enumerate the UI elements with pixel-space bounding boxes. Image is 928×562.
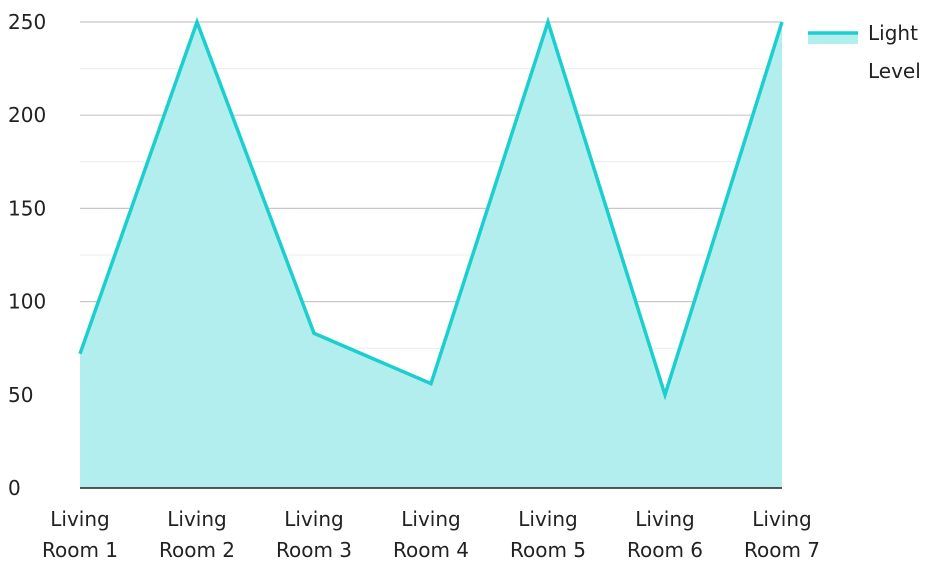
x-tick-label-line: Room 5 [510, 538, 586, 562]
x-tick-label: Living Room 1 [42, 507, 118, 562]
x-tick-label-line: Living [167, 507, 226, 531]
x-tick-label: Living Room 3 [276, 507, 352, 562]
x-tick-label-line: Room 7 [744, 538, 820, 562]
x-tick-label: Living Room 2 [159, 507, 235, 562]
y-tick-label: 200 [8, 103, 46, 127]
y-axis-tick-labels: 0 50 100 150 200 250 [8, 10, 46, 500]
x-tick-label: Living Room 6 [627, 507, 703, 562]
x-tick-label-line: Room 4 [393, 538, 469, 562]
x-tick-label-line: Room 2 [159, 538, 235, 562]
x-tick-label: Living Room 7 [744, 507, 820, 562]
legend-label: Light Level [868, 21, 924, 83]
x-tick-label-line: Living [284, 507, 343, 531]
series-area-fill [80, 22, 782, 488]
y-tick-label: 0 [8, 476, 21, 500]
x-tick-label-line: Room 1 [42, 538, 118, 562]
legend-label-line: Level [868, 59, 921, 83]
x-tick-label: Living Room 5 [510, 507, 586, 562]
x-tick-label-line: Living [752, 507, 811, 531]
x-tick-label: Living Room 4 [393, 507, 469, 562]
legend-label-line: Light [868, 21, 918, 45]
legend[interactable]: Light Level [808, 21, 924, 83]
series-line [78, 16, 784, 401]
y-tick-label: 250 [8, 10, 46, 34]
x-tick-label-line: Living [635, 507, 694, 531]
x-tick-label-line: Living [401, 507, 460, 531]
x-tick-label-line: Living [518, 507, 577, 531]
y-tick-label: 50 [8, 383, 33, 407]
legend-swatch-fill [808, 32, 858, 44]
y-tick-label: 100 [8, 290, 46, 314]
x-tick-label-line: Room 3 [276, 538, 352, 562]
y-tick-label: 150 [8, 196, 46, 220]
x-tick-label-line: Room 6 [627, 538, 703, 562]
x-tick-label-line: Living [50, 507, 109, 531]
